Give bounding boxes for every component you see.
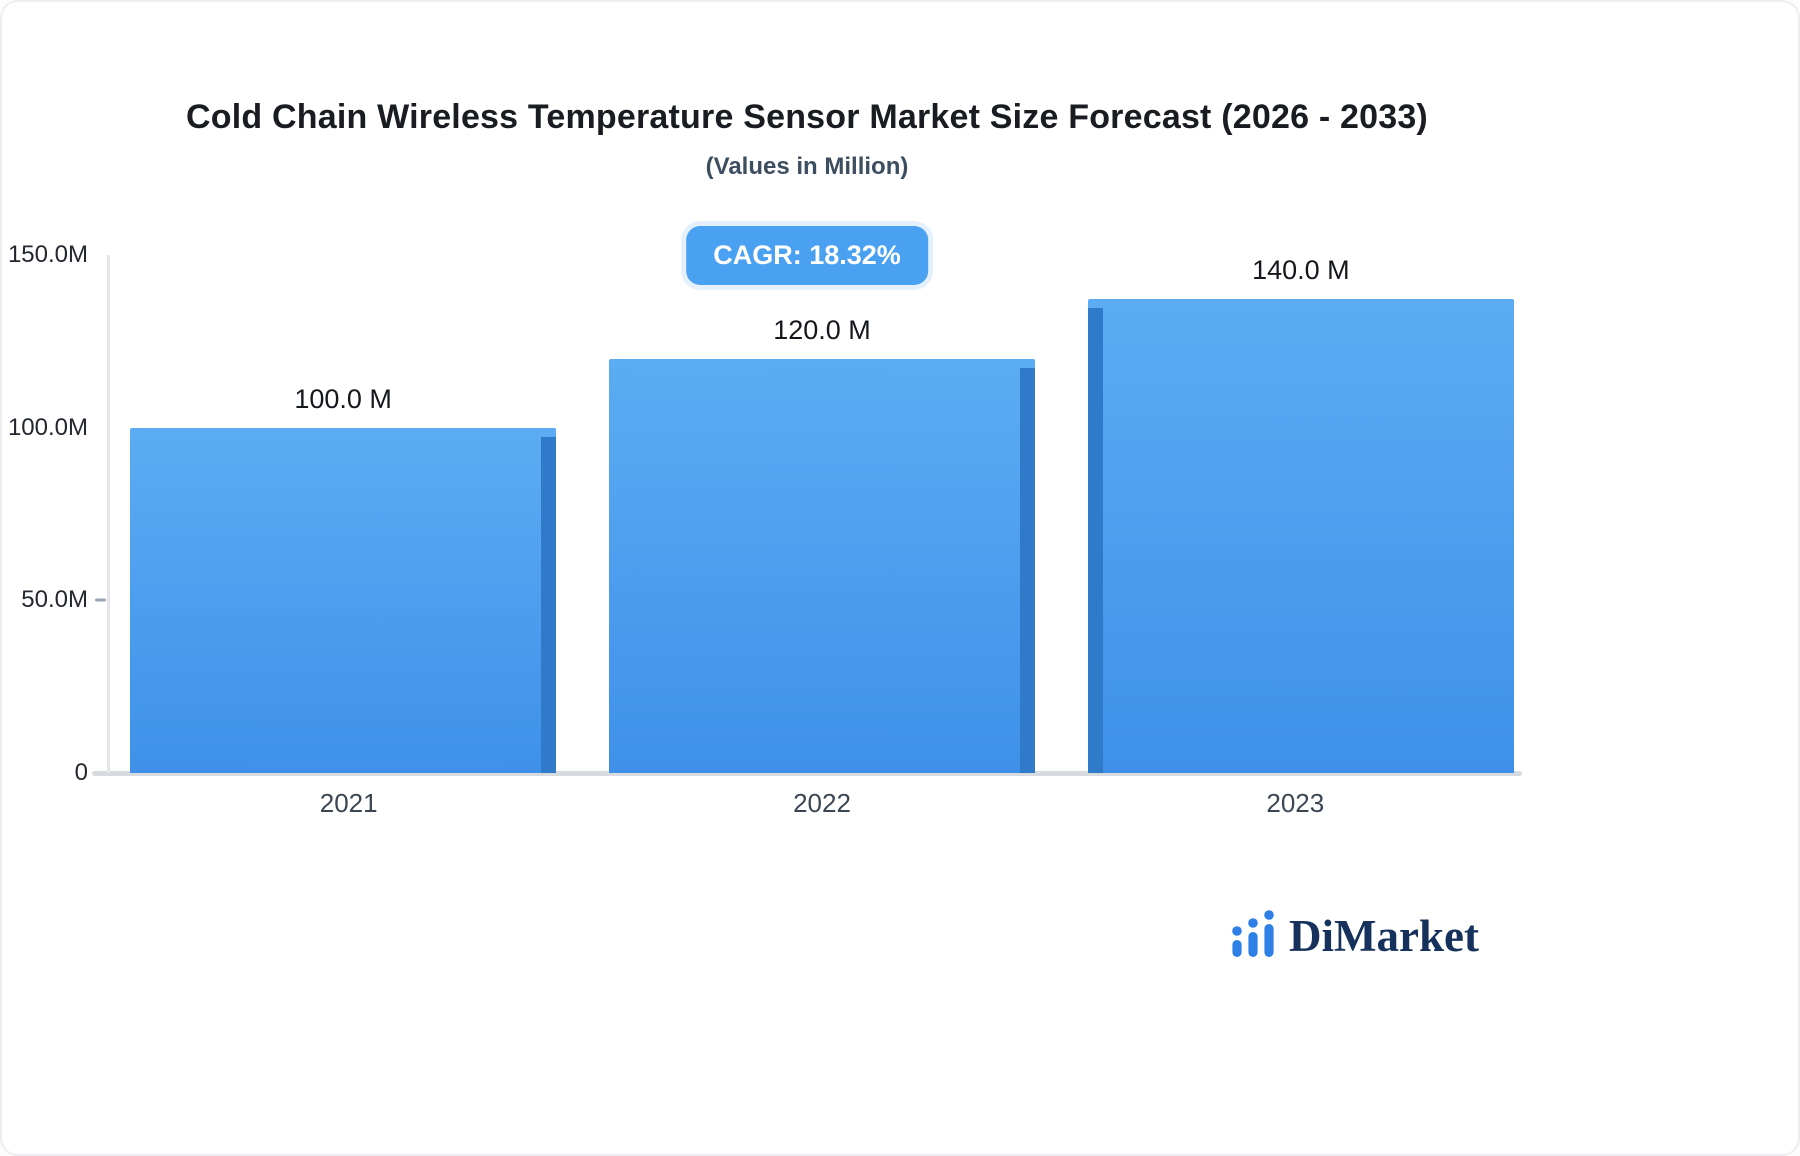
bars-container: 100.0 M 120.0 M 140.0 M [112,255,1532,774]
x-axis-label-2022: 2022 [793,788,851,818]
plot-area: 100.0 M 120.0 M 140.0 M [107,255,1532,774]
bar-2022 [608,358,1036,774]
bar-group-2021: 100.0 M [130,255,557,774]
y-axis-line [107,255,110,773]
bar-group-2023: 140.0 M [1087,255,1514,773]
chart-header: Cold Chain Wireless Temperature Sensor M… [2,2,1612,181]
bar-2023 [1087,299,1514,773]
y-tick-100.0M: 100.0M [7,413,88,441]
chart-subtitle: (Values in Million) [705,153,909,180]
brand-name: DiMarket [1289,910,1479,961]
y-tick-150.0M: 150.0M [7,241,88,268]
x-axis-labels: 2021 2022 2023 [112,788,1532,819]
y-tick-50.0M: 50.0M [21,588,106,612]
bar-value-label: 120.0 M [773,314,871,345]
bar-value-label: 140.0 M [1252,255,1350,285]
chart-title: Cold Chain Wireless Temperature Sensor M… [186,98,1428,136]
y-tick-0: 0 [74,759,88,786]
y-axis: 150.0M 100.0M 50.0M 0 [2,243,106,785]
bar-value-label: 100.0 M [294,383,392,414]
bar-2021 [130,427,557,774]
bar-group-2022: 120.0 M [608,255,1036,774]
x-axis-label-2021: 2021 [319,788,378,818]
brand-logo: DiMarket [1230,908,1479,961]
bar-chart-dots-icon [1232,910,1274,957]
x-axis-line [92,771,1522,776]
y-tick-mark [95,598,106,602]
cagr-badge: CAGR: 18.32% [686,226,928,285]
x-axis-label-2023: 2023 [1266,788,1325,818]
